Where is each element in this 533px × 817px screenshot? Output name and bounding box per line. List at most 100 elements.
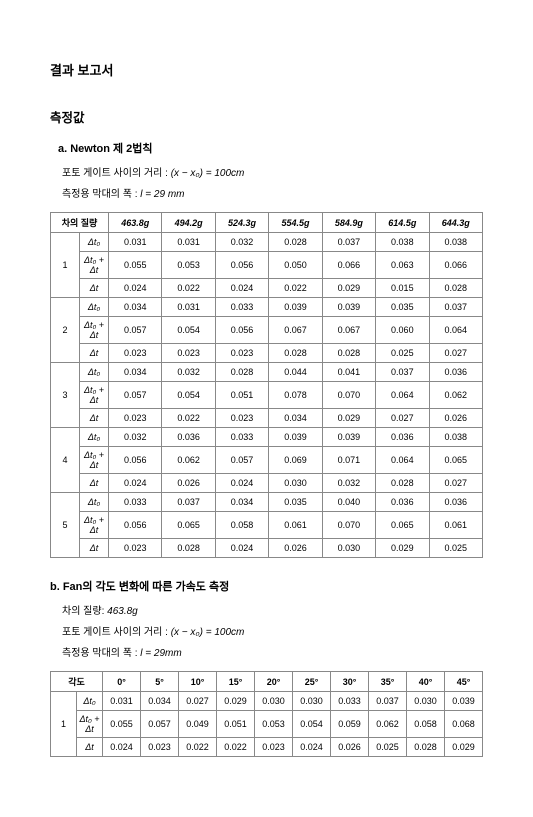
data-cell: 0.037 — [376, 363, 429, 382]
mass-col-header: 463.8g — [109, 213, 162, 233]
mass-header: 차의 질량 — [51, 213, 109, 233]
data-cell: 0.030 — [269, 474, 322, 493]
group-index: 2 — [51, 298, 80, 363]
data-cell: 0.051 — [217, 711, 255, 738]
part-b-gate-distance: 포토 게이트 사이의 거리 : (x − x₀) = 100cm — [62, 623, 483, 638]
row-label: Δt₀ — [80, 493, 109, 512]
table-row: 3Δt₀0.0340.0320.0280.0440.0410.0370.036 — [51, 363, 483, 382]
angle-col-header: 45° — [445, 672, 483, 692]
data-cell: 0.070 — [322, 382, 375, 409]
value-text: 463.8g — [107, 606, 138, 617]
data-cell: 0.039 — [445, 692, 483, 711]
mass-col-header: 524.3g — [215, 213, 268, 233]
data-cell: 0.037 — [322, 233, 375, 252]
label-text: 포토 게이트 사이의 거리 : — [62, 168, 168, 179]
data-cell: 0.028 — [269, 344, 322, 363]
angle-header: 각도 — [51, 672, 103, 692]
data-cell: 0.038 — [429, 428, 482, 447]
mass-col-header: 614.5g — [376, 213, 429, 233]
data-cell: 0.027 — [179, 692, 217, 711]
data-cell: 0.031 — [103, 692, 141, 711]
data-cell: 0.039 — [322, 428, 375, 447]
data-cell: 0.038 — [429, 233, 482, 252]
table-fan-angle: 각도 0°5°10°15°20°25°30°35°40°45° 1Δt₀0.03… — [50, 671, 483, 757]
data-cell: 0.027 — [376, 409, 429, 428]
table-row: 1Δt₀0.0310.0340.0270.0290.0300.0300.0330… — [51, 692, 483, 711]
angle-col-header: 5° — [141, 672, 179, 692]
data-cell: 0.025 — [376, 344, 429, 363]
data-cell: 0.057 — [141, 711, 179, 738]
angle-col-header: 30° — [331, 672, 369, 692]
data-cell: 0.024 — [215, 539, 268, 558]
row-label: Δt₀ + Δt — [80, 317, 109, 344]
value-text: (x − x₀) = 100cm — [171, 168, 245, 179]
data-cell: 0.028 — [429, 279, 482, 298]
table-row: 4Δt₀0.0320.0360.0330.0390.0390.0360.038 — [51, 428, 483, 447]
data-cell: 0.039 — [269, 298, 322, 317]
data-cell: 0.071 — [322, 447, 375, 474]
data-cell: 0.030 — [255, 692, 293, 711]
table-row: Δt₀ + Δt0.0550.0530.0560.0500.0660.0630.… — [51, 252, 483, 279]
row-label: Δt₀ + Δt — [80, 512, 109, 539]
data-cell: 0.023 — [109, 539, 162, 558]
data-cell: 0.027 — [429, 344, 482, 363]
data-cell: 0.062 — [162, 447, 215, 474]
data-cell: 0.033 — [215, 298, 268, 317]
value-text: l = 29mm — [140, 648, 181, 659]
table-row: Δt₀ + Δt0.0560.0650.0580.0610.0700.0650.… — [51, 512, 483, 539]
table-row: Δt0.0230.0220.0230.0340.0290.0270.026 — [51, 409, 483, 428]
angle-col-header: 0° — [103, 672, 141, 692]
angle-col-header: 15° — [217, 672, 255, 692]
value-text: (x − x₀) = 100cm — [171, 627, 245, 638]
data-cell: 0.029 — [217, 692, 255, 711]
mass-col-header: 494.2g — [162, 213, 215, 233]
data-cell: 0.028 — [162, 539, 215, 558]
label-text: 포토 게이트 사이의 거리 : — [62, 627, 168, 638]
data-cell: 0.056 — [215, 252, 268, 279]
data-cell: 0.029 — [376, 539, 429, 558]
data-cell: 0.041 — [322, 363, 375, 382]
data-cell: 0.033 — [109, 493, 162, 512]
data-cell: 0.054 — [162, 382, 215, 409]
value-text: l = 29 mm — [140, 189, 184, 200]
data-cell: 0.057 — [215, 447, 268, 474]
data-cell: 0.036 — [429, 493, 482, 512]
data-cell: 0.037 — [369, 692, 407, 711]
data-cell: 0.036 — [376, 428, 429, 447]
page-title: 결과 보고서 — [50, 60, 483, 79]
part-b-heading: b. Fan의 각도 변화에 따른 가속도 측정 — [50, 578, 483, 594]
data-cell: 0.023 — [162, 344, 215, 363]
data-cell: 0.078 — [269, 382, 322, 409]
part-a-gate-distance: 포토 게이트 사이의 거리 : (x − x₀) = 100cm — [62, 164, 483, 179]
data-cell: 0.023 — [215, 344, 268, 363]
row-label: Δt — [80, 279, 109, 298]
data-cell: 0.028 — [322, 344, 375, 363]
data-cell: 0.032 — [322, 474, 375, 493]
mass-col-header: 644.3g — [429, 213, 482, 233]
data-cell: 0.022 — [269, 279, 322, 298]
row-label: Δt₀ — [80, 298, 109, 317]
data-cell: 0.031 — [162, 298, 215, 317]
data-cell: 0.066 — [322, 252, 375, 279]
row-label: Δt₀ + Δt — [77, 711, 103, 738]
table-row: Δt₀ + Δt0.0550.0570.0490.0510.0530.0540.… — [51, 711, 483, 738]
data-cell: 0.030 — [322, 539, 375, 558]
data-cell: 0.065 — [162, 512, 215, 539]
group-index: 4 — [51, 428, 80, 493]
data-cell: 0.027 — [429, 474, 482, 493]
data-cell: 0.050 — [269, 252, 322, 279]
data-cell: 0.028 — [269, 233, 322, 252]
data-cell: 0.015 — [376, 279, 429, 298]
section-heading-measurements: 측정값 — [50, 107, 483, 126]
data-cell: 0.068 — [445, 711, 483, 738]
data-cell: 0.026 — [162, 474, 215, 493]
table-row: Δt0.0230.0280.0240.0260.0300.0290.025 — [51, 539, 483, 558]
row-label: Δt₀ — [80, 428, 109, 447]
data-cell: 0.023 — [215, 409, 268, 428]
table-header-row: 차의 질량 463.8g494.2g524.3g554.5g584.9g614.… — [51, 213, 483, 233]
angle-col-header: 40° — [407, 672, 445, 692]
data-cell: 0.030 — [407, 692, 445, 711]
data-cell: 0.023 — [109, 344, 162, 363]
data-cell: 0.054 — [293, 711, 331, 738]
group-index: 1 — [51, 692, 77, 757]
